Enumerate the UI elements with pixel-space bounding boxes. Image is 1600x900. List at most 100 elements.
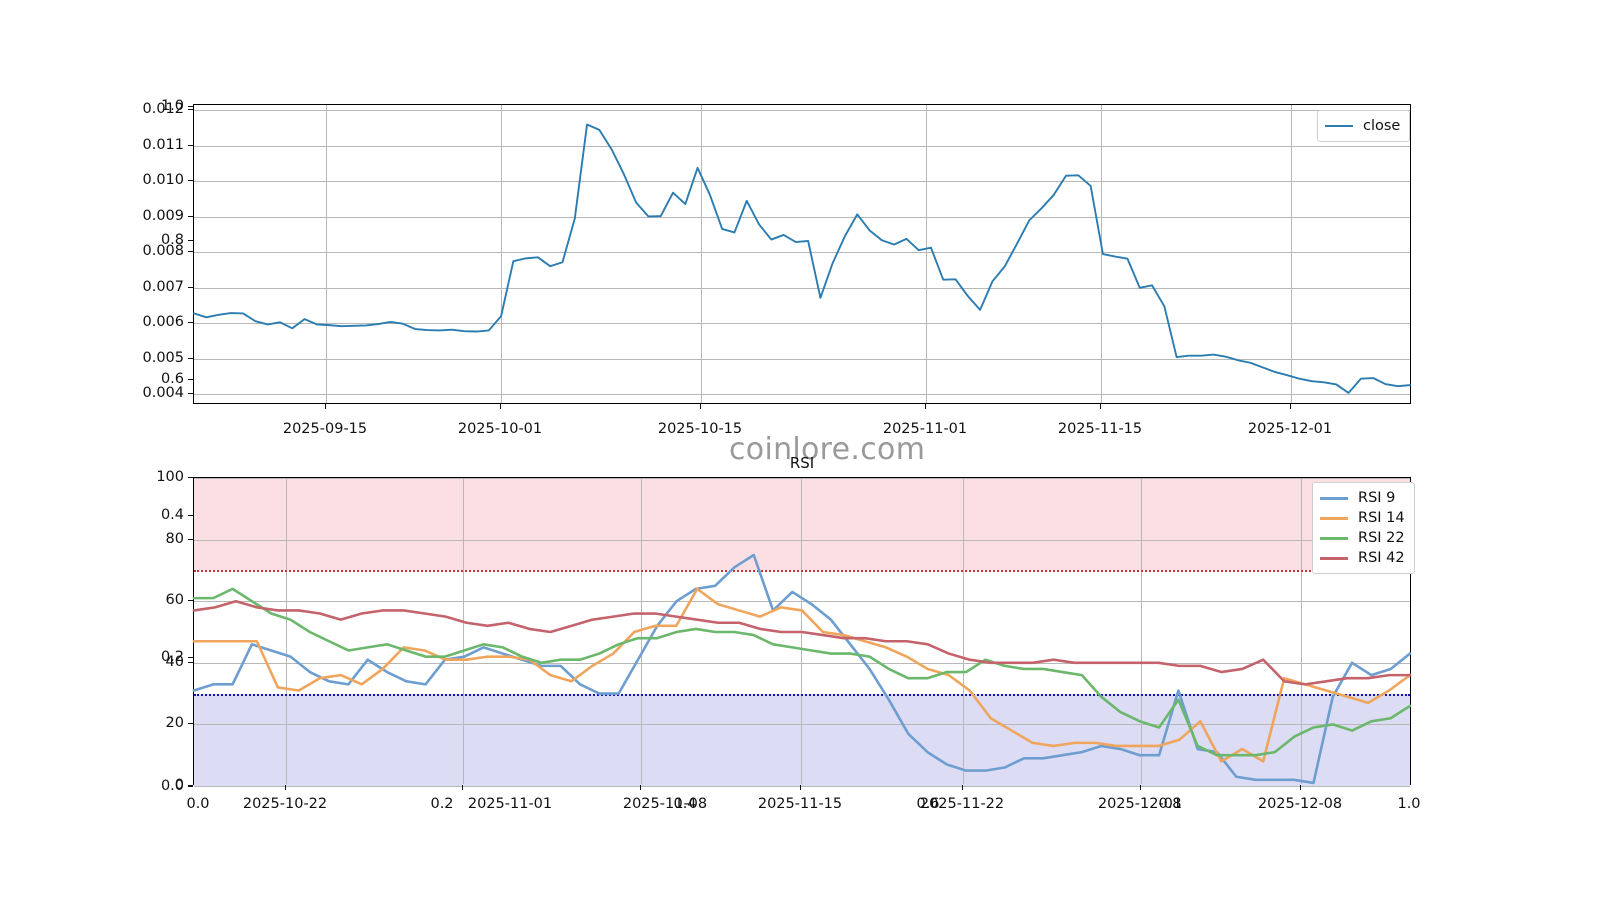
price-y-tick-label: 0.005 bbox=[142, 349, 184, 366]
grid-line-horizontal bbox=[194, 216, 1410, 218]
rsi-x-tick-mark bbox=[962, 785, 963, 790]
grid-line-vertical bbox=[926, 105, 927, 403]
rsi-y-tick-label: 60 bbox=[165, 591, 184, 608]
price-y-tick-mark bbox=[188, 286, 193, 288]
grid-line-horizontal bbox=[194, 724, 1410, 726]
rsi-overlay-x-tick-label: 0.6 bbox=[916, 796, 940, 812]
grid-line-vertical bbox=[286, 478, 287, 784]
rsi-y-tick-mark bbox=[188, 723, 193, 725]
price-x-tick-mark bbox=[1100, 404, 1101, 409]
grid-line-vertical bbox=[1291, 105, 1292, 403]
price-y-tick-mark bbox=[188, 393, 193, 395]
price-y-tick-label: 0.008 bbox=[142, 243, 184, 260]
grid-line-horizontal bbox=[194, 662, 1410, 664]
price-chart-legend[interactable]: close bbox=[1317, 110, 1411, 142]
oversold-band bbox=[194, 693, 1410, 786]
rsi-y-tick-mark bbox=[188, 661, 193, 663]
rsi-x-tick-label: 2025-12-01 bbox=[1097, 796, 1183, 812]
price-overlay-y-tick-mark bbox=[188, 240, 193, 241]
close-series-line bbox=[193, 123, 1411, 394]
price-y-tick-mark bbox=[188, 144, 193, 146]
rsi-x-tick-mark bbox=[462, 785, 463, 790]
rsi-y-tick-label: 80 bbox=[165, 530, 184, 547]
rsi-x-tick-mark bbox=[1300, 785, 1301, 790]
rsi-y-tick-label: 20 bbox=[165, 715, 184, 732]
legend-swatch-close bbox=[1325, 125, 1353, 127]
price-y-tick-label: 0.006 bbox=[142, 314, 184, 331]
grid-line-horizontal bbox=[194, 110, 1410, 112]
price-y-tick-mark bbox=[188, 357, 193, 359]
legend-label: RSI 22 bbox=[1358, 529, 1405, 546]
rsi-x-tick-label: 2025-11-08 bbox=[622, 796, 708, 812]
price-x-tick-mark bbox=[700, 404, 701, 409]
price-x-tick-mark bbox=[1290, 404, 1291, 409]
price-overlay-y-tick-label: 0.8 bbox=[160, 231, 184, 248]
legend-label: RSI 9 bbox=[1358, 489, 1396, 506]
grid-line-horizontal bbox=[194, 786, 1410, 787]
rsi-x-tick-mark bbox=[1140, 785, 1141, 790]
price-y-tick-mark bbox=[188, 109, 193, 111]
price-y-tick-label: 0.012 bbox=[142, 101, 184, 118]
overbought-threshold-line bbox=[194, 570, 1410, 573]
rsi-y-tick-label: 100 bbox=[156, 468, 184, 485]
grid-line-horizontal bbox=[194, 358, 1410, 360]
rsi-x-tick-label: 2025-10-22 bbox=[242, 796, 328, 812]
price-y-tick-label: 0.011 bbox=[142, 136, 184, 153]
rsi-y-tick-mark bbox=[188, 477, 193, 478]
rsi-y-tick-label: 0 bbox=[174, 776, 184, 793]
rsi-overlay-y-tick-label: 0.4 bbox=[160, 506, 184, 523]
rsi-x-tick-label: 2025-11-15 bbox=[757, 796, 843, 812]
overbought-band bbox=[194, 478, 1410, 571]
price-x-tick-mark bbox=[500, 404, 501, 409]
grid-line-vertical bbox=[463, 478, 464, 784]
rsi-overlay-x-tick-label: 1.0 bbox=[1397, 796, 1421, 812]
legend-swatch-rsi-22 bbox=[1320, 536, 1348, 540]
grid-line-vertical bbox=[1101, 105, 1102, 403]
coinlore-watermark: coinlore.com bbox=[729, 432, 926, 467]
rsi-chart-panel bbox=[192, 477, 1412, 787]
price-x-tick-label: 2025-10-01 bbox=[457, 421, 543, 437]
price-overlay-y-tick-label: 0.6 bbox=[160, 370, 184, 387]
legend-swatch-rsi-42 bbox=[1320, 556, 1348, 560]
grid-line-horizontal bbox=[194, 323, 1410, 325]
rsi-overlay-y-tick-label: 0.2 bbox=[160, 648, 184, 665]
legend-entry[interactable]: close bbox=[1325, 116, 1400, 136]
price-y-tick-mark bbox=[188, 180, 193, 182]
rsi-x-tick-mark bbox=[800, 785, 801, 790]
rsi-overlay-y-tick-mark bbox=[188, 515, 193, 516]
legend-label: close bbox=[1363, 117, 1401, 134]
rsi-chart-legend[interactable]: RSI 9 RSI 14 RSI 22 RSI 42 bbox=[1312, 482, 1415, 574]
rsi-overlay-y-tick-label: 0.0 bbox=[160, 777, 184, 794]
legend-entry[interactable]: RSI 42 bbox=[1320, 548, 1405, 568]
price-y-tick-mark bbox=[188, 251, 193, 253]
grid-line-vertical bbox=[326, 105, 327, 403]
price-x-tick-mark bbox=[325, 404, 326, 409]
price-overlay-y-tick-label: 1.0 bbox=[160, 97, 184, 114]
legend-swatch-rsi-9 bbox=[1320, 496, 1348, 500]
grid-line-horizontal bbox=[194, 181, 1410, 183]
rsi-y-tick-mark bbox=[188, 600, 193, 602]
rsi-chart-title: RSI bbox=[789, 454, 815, 472]
grid-line-horizontal bbox=[194, 287, 1410, 289]
rsi-y-tick-mark bbox=[188, 538, 193, 540]
rsi-series-lines bbox=[192, 553, 1412, 785]
grid-line-vertical bbox=[701, 105, 702, 403]
rsi-overlay-y-tick-mark bbox=[188, 786, 193, 787]
price-y-tick-mark bbox=[188, 215, 193, 217]
legend-entry[interactable]: RSI 9 bbox=[1320, 488, 1405, 508]
rsi-overlay-x-tick-label: 0.8 bbox=[1158, 796, 1182, 812]
rsi-x-tick-mark bbox=[285, 785, 286, 790]
price-x-tick-label: 2025-12-01 bbox=[1247, 421, 1333, 437]
grid-line-horizontal bbox=[194, 539, 1410, 541]
price-x-tick-label: 2025-11-01 bbox=[882, 421, 968, 437]
legend-entry[interactable]: RSI 14 bbox=[1320, 508, 1405, 528]
price-y-tick-label: 0.009 bbox=[142, 207, 184, 224]
price-x-tick-label: 2025-10-15 bbox=[657, 421, 743, 437]
legend-entry[interactable]: RSI 22 bbox=[1320, 528, 1405, 548]
price-y-tick-label: 0.004 bbox=[142, 385, 184, 402]
grid-line-horizontal bbox=[194, 394, 1410, 396]
price-x-tick-label: 2025-11-15 bbox=[1057, 421, 1143, 437]
rsi-overlay-y-tick-mark bbox=[188, 657, 193, 658]
rsi-x-tick-label: 2025-11-22 bbox=[919, 796, 1005, 812]
grid-line-vertical bbox=[963, 478, 964, 784]
